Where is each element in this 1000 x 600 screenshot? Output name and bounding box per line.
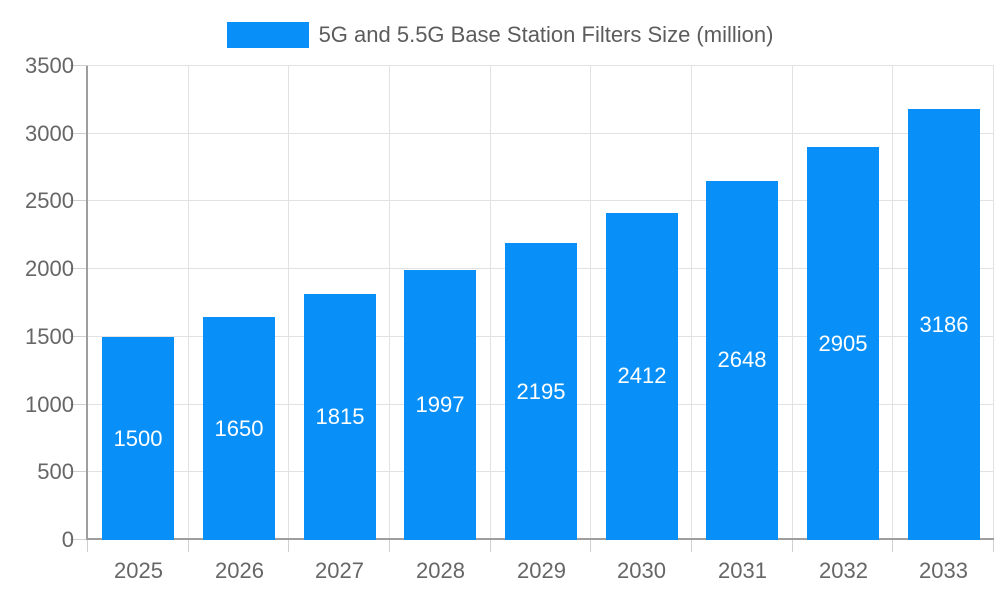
y-axis-label: 1000 [25, 392, 74, 417]
x-axis-label: 2026 [215, 558, 264, 583]
x-axis-label: 2029 [517, 558, 566, 583]
x-axis-label: 2033 [919, 558, 968, 583]
gridline-vertical [188, 66, 189, 540]
bar-value-label: 3186 [919, 312, 969, 337]
gridline-vertical [993, 66, 994, 540]
bar-value-label: 1997 [415, 392, 465, 417]
bar-value-label: 1650 [214, 416, 264, 441]
x-axis-tick [490, 540, 491, 552]
bar-value-label: 1815 [315, 404, 365, 429]
bar-value-label: 1500 [113, 426, 163, 451]
bar-2030: 2412 [606, 213, 678, 540]
gridline-vertical [892, 66, 893, 540]
bar-value-label: 2905 [818, 331, 868, 356]
bar-2029: 2195 [505, 243, 577, 540]
y-axis-label: 1500 [25, 324, 74, 349]
y-axis-label: 3000 [25, 121, 74, 146]
y-axis-label: 2000 [25, 256, 74, 281]
bar-2031: 2648 [706, 181, 778, 540]
bar-2025: 1500 [102, 337, 174, 540]
bar-2032: 2905 [807, 147, 879, 540]
gridline-vertical [691, 66, 692, 540]
x-axis-tick [87, 540, 88, 552]
legend-swatch [226, 22, 309, 48]
x-axis-tick [590, 540, 591, 552]
y-axis-tick [70, 539, 88, 540]
bar-2027: 1815 [304, 294, 376, 540]
bar-2026: 1650 [203, 317, 275, 540]
x-axis-tick [993, 540, 994, 552]
y-axis-tick [70, 471, 88, 472]
x-axis-tick [892, 540, 893, 552]
y-axis-label: 500 [37, 459, 74, 484]
x-axis-label: 2025 [114, 558, 163, 583]
y-axis-tick [70, 268, 88, 269]
y-axis-tick [70, 65, 88, 66]
y-axis-tick [70, 133, 88, 134]
bar-2028: 1997 [404, 270, 476, 540]
y-axis-line [86, 66, 88, 540]
gridline-horizontal [88, 65, 994, 66]
x-axis-tick [188, 540, 189, 552]
y-axis-label: 2500 [25, 188, 74, 213]
x-axis-tick [288, 540, 289, 552]
y-axis-label: 0 [61, 527, 74, 552]
y-axis-tick [70, 404, 88, 405]
bar-value-label: 2195 [516, 379, 566, 404]
chart-legend: 5G and 5.5G Base Station Filters Size (m… [0, 20, 1000, 50]
x-axis-label: 2030 [617, 558, 666, 583]
x-axis-tick [389, 540, 390, 552]
gridline-vertical [288, 66, 289, 540]
gridline-vertical [389, 66, 390, 540]
chart-title: 5G and 5.5G Base Station Filters Size (m… [318, 22, 774, 47]
x-axis-label: 2028 [416, 558, 465, 583]
y-axis-label: 3500 [25, 53, 74, 78]
x-axis-label: 2027 [315, 558, 364, 583]
x-axis-tick [691, 540, 692, 552]
bar-value-label: 2648 [717, 347, 767, 372]
gridline-horizontal [88, 133, 994, 134]
bar-2033: 3186 [908, 109, 980, 540]
x-axis-label: 2032 [819, 558, 868, 583]
y-axis-tick [70, 336, 88, 337]
bar-value-label: 2412 [617, 363, 667, 388]
x-axis-tick [792, 540, 793, 552]
gridline-vertical [590, 66, 591, 540]
gridline-vertical [490, 66, 491, 540]
gridline-horizontal [88, 200, 994, 201]
y-axis-tick [70, 200, 88, 201]
x-axis-label: 2031 [718, 558, 767, 583]
gridline-vertical [792, 66, 793, 540]
